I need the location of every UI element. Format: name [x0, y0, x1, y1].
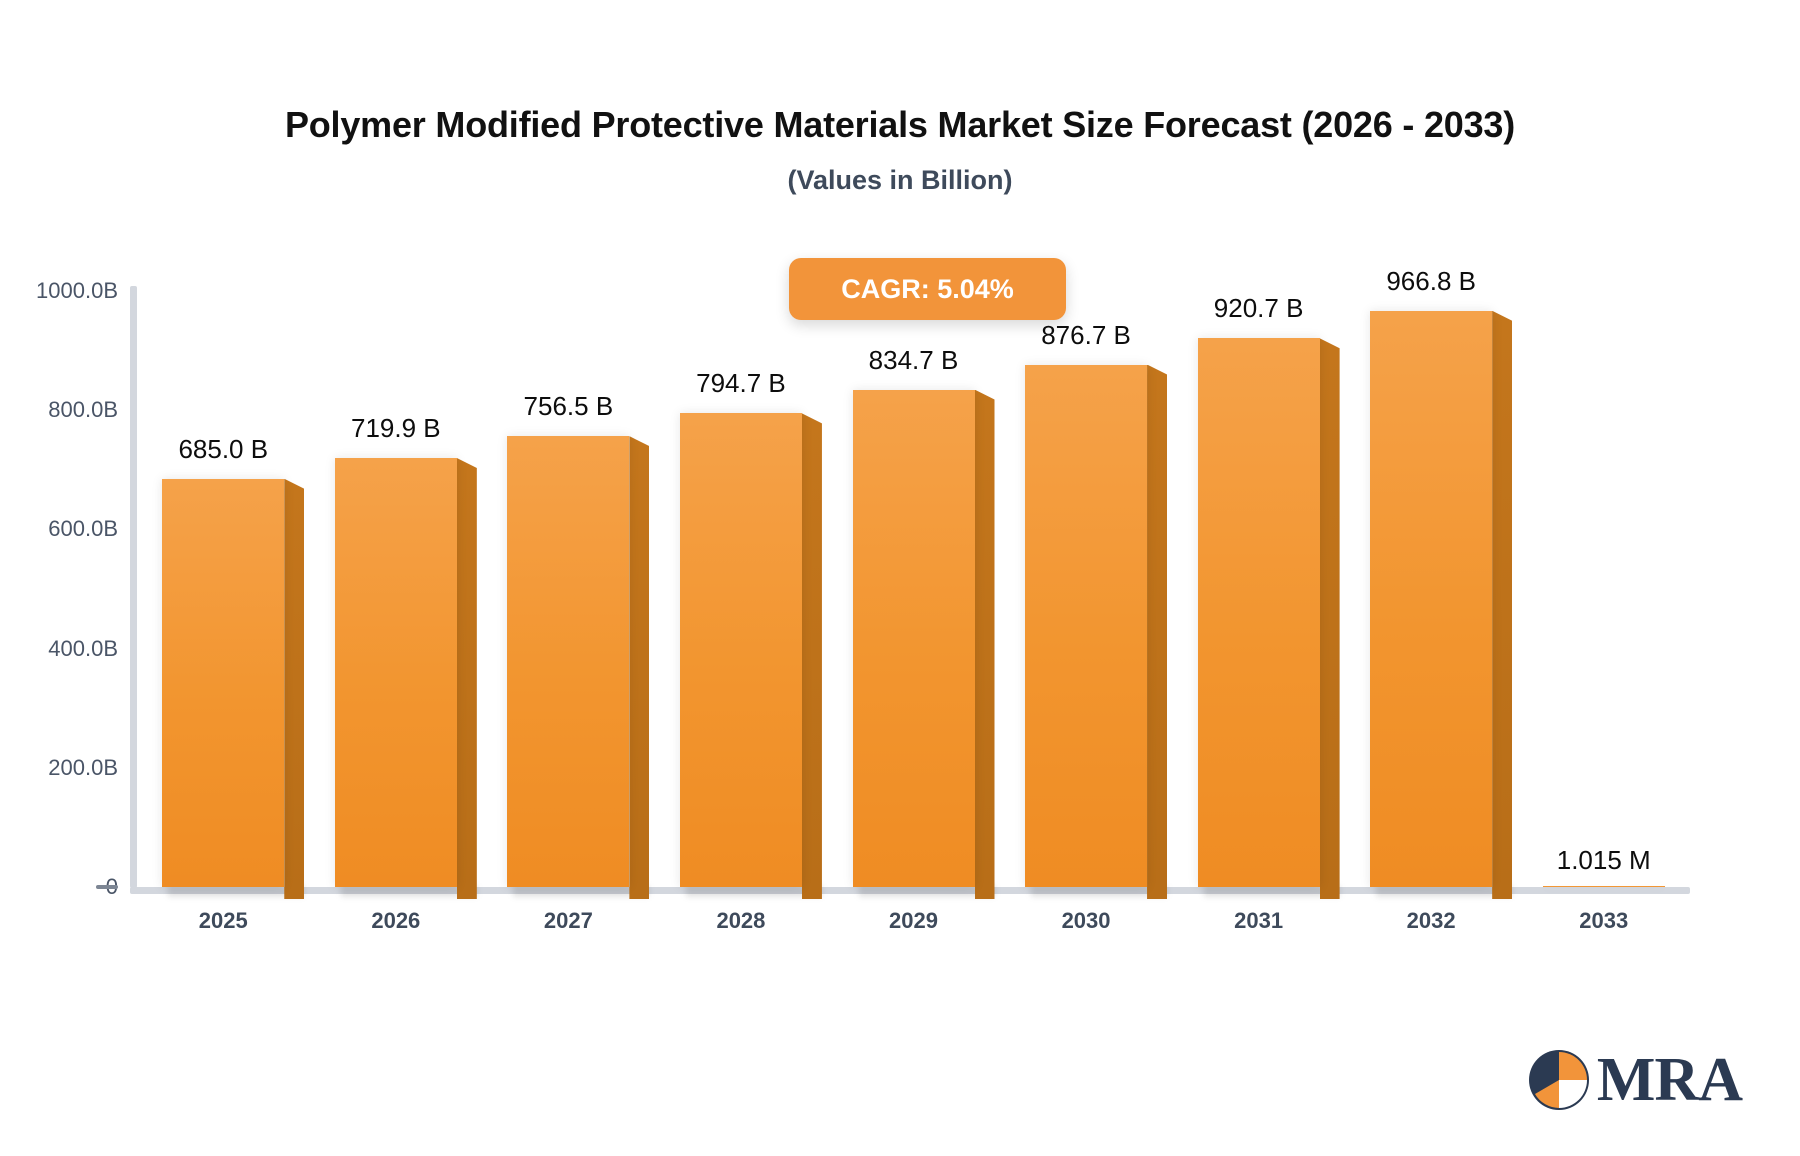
- bar-face[interactable]: [1197, 338, 1320, 887]
- y-axis-tick-mark: [96, 885, 118, 889]
- bar-3d-side: [456, 457, 477, 899]
- x-axis-tick-label: 2025: [198, 908, 248, 933]
- y-axis-tick-label: 200.0B: [48, 754, 118, 780]
- bar-face[interactable]: [507, 436, 630, 887]
- bar-value-label: 719.9 B: [351, 412, 441, 443]
- bar-column[interactable]: 876.7 B: [1025, 320, 1168, 899]
- bar-column[interactable]: 966.8 B: [1370, 266, 1513, 899]
- x-axis-tick-label: 2027: [543, 908, 593, 933]
- mra-logo: MRA: [1527, 1046, 1743, 1114]
- bar-value-label: 756.5 B: [523, 391, 614, 422]
- x-axis-tick-label: 2030: [1061, 908, 1111, 933]
- bar-face[interactable]: [1542, 886, 1665, 887]
- chart-title: Polymer Modified Protective Materials Ma…: [284, 104, 1516, 145]
- bar-3d-side: [974, 389, 995, 899]
- y-axis-tick-label: 400.0B: [48, 635, 118, 661]
- bar-value-label: 834.7 B: [868, 344, 959, 375]
- bar-value-label: 794.7 B: [696, 368, 786, 399]
- cagr-badge: CAGR: 5.04%: [789, 258, 1066, 320]
- bar-column[interactable]: 685.0 B: [162, 434, 305, 899]
- bar-drop-shadow: [858, 885, 995, 897]
- x-axis-tick-label: 2029: [889, 908, 938, 933]
- bar-drop-shadow: [685, 885, 822, 897]
- logo-text: MRA: [1596, 1046, 1743, 1114]
- bar-3d-side: [1492, 310, 1513, 899]
- x-axis-line: [130, 887, 1690, 894]
- bar-face[interactable]: [852, 389, 975, 887]
- bar-3d-side: [1319, 338, 1340, 899]
- bar-column[interactable]: 834.7 B: [852, 345, 995, 899]
- y-axis-tick-label: 800.0B: [48, 397, 118, 423]
- bar-3d-side: [284, 478, 305, 899]
- bar-column[interactable]: 920.7 B: [1197, 293, 1340, 899]
- bar-value-label: 966.8 B: [1386, 265, 1476, 296]
- x-axis-tick-label: 2033: [1579, 908, 1629, 933]
- bar-column[interactable]: 719.9 B: [334, 413, 477, 899]
- bar-drop-shadow: [1203, 885, 1340, 897]
- x-axis-tick-label: 2026: [371, 908, 421, 933]
- bar-column[interactable]: 1.015 M: [1542, 845, 1665, 887]
- bar-face[interactable]: [334, 457, 457, 887]
- bar-drop-shadow: [1031, 885, 1168, 897]
- bar-drop-shadow: [1376, 885, 1513, 897]
- bar-column[interactable]: 756.5 B: [507, 391, 650, 899]
- bar-drop-shadow: [340, 885, 477, 897]
- bar-value-label: 685.0 B: [178, 433, 269, 464]
- bar-face[interactable]: [679, 413, 802, 887]
- bar-column[interactable]: 794.7 B: [679, 368, 822, 899]
- bar-series: 685.0 B 719.9 B 756.5 B 794.7 B 834.7 B 876.7…: [137, 266, 1690, 899]
- bar-value-label: 920.7 B: [1213, 293, 1304, 324]
- bar-3d-side: [801, 413, 822, 899]
- bar-face[interactable]: [1370, 310, 1493, 887]
- bar-value-label: 1.015 M: [1556, 845, 1651, 875]
- y-axis-line: [130, 286, 137, 888]
- x-axis-tick-label: 2032: [1406, 908, 1456, 933]
- bar-face[interactable]: [162, 478, 285, 887]
- bar-drop-shadow: [168, 885, 305, 897]
- y-axis-tick-label: 600.0B: [48, 516, 118, 542]
- bar-value-label: 876.7 B: [1041, 319, 1131, 350]
- pie-chart-icon: [1528, 1050, 1589, 1110]
- bar-3d-side: [1147, 364, 1168, 899]
- x-axis-tick-label: 2028: [716, 908, 766, 933]
- x-axis-tick-label: 2031: [1234, 908, 1284, 933]
- bar-drop-shadow: [513, 885, 650, 897]
- bar-3d-side: [629, 436, 650, 899]
- bar-face[interactable]: [1025, 364, 1148, 887]
- y-axis-tick-label: 1000.0B: [36, 278, 118, 303]
- chart-subtitle: (Values in Billion): [787, 165, 1013, 195]
